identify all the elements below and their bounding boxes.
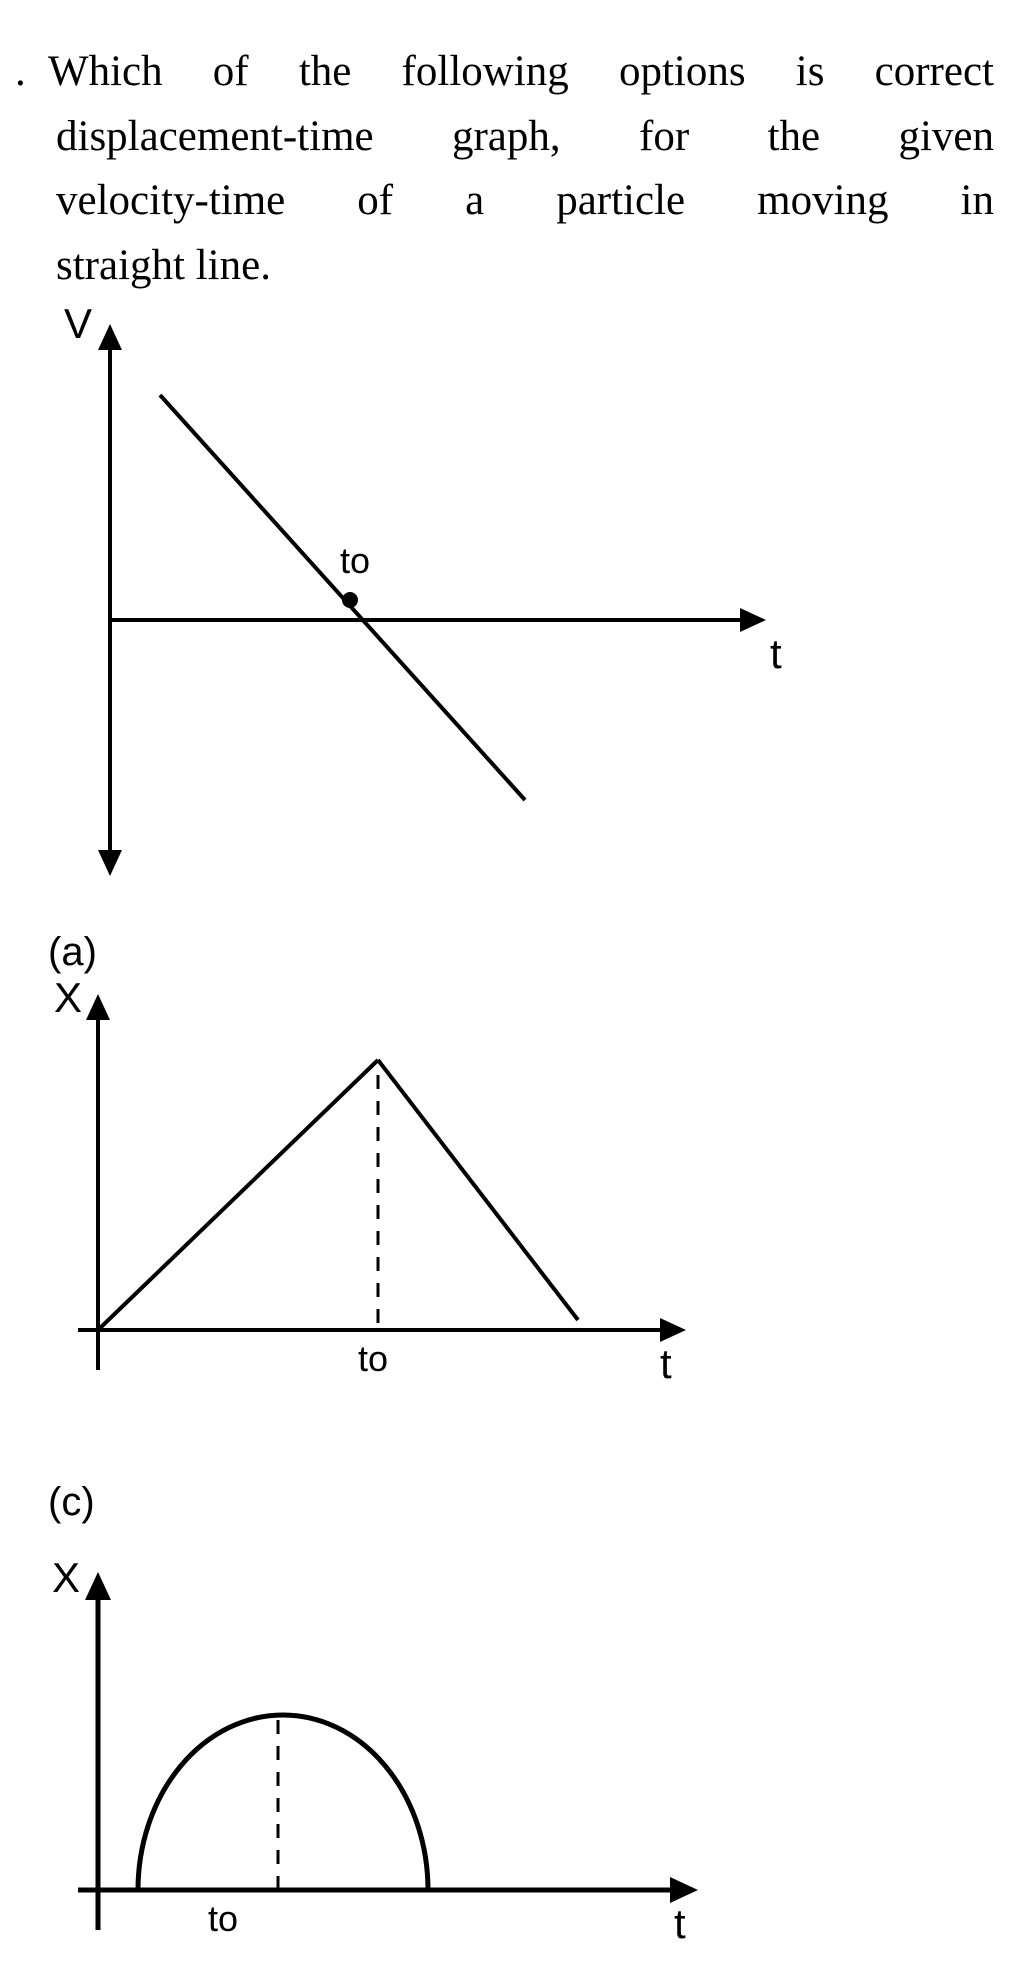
vt-graph: V t to <box>50 310 810 890</box>
vt-graph-svg <box>50 310 810 890</box>
question-text: .Which of the following options is corre… <box>20 40 994 298</box>
option-a-x-label: t <box>660 1340 672 1388</box>
question-line-4: straight line. <box>20 234 994 299</box>
option-c-graph: X t to <box>48 1560 738 1960</box>
option-c-y-label: X <box>52 1554 80 1602</box>
option-c-svg <box>48 1560 738 1960</box>
vt-x-label: t <box>770 630 782 678</box>
vt-y-label: V <box>64 300 92 348</box>
question-line-2: displacement-time graph, for the given <box>20 105 994 170</box>
option-c-label: (c) <box>48 1480 95 1525</box>
question-line-1: .Which of the following options is corre… <box>20 40 994 105</box>
option-a-point-label: to <box>358 1338 388 1380</box>
option-a-svg <box>48 980 728 1390</box>
option-a-graph: X t to <box>48 980 728 1390</box>
option-c-x-label: t <box>674 1900 686 1948</box>
question-line-3: velocity-time of a particle moving in <box>20 169 994 234</box>
option-a-y-label: X <box>54 974 82 1022</box>
question-number: . <box>15 40 26 105</box>
vt-point-label: to <box>340 540 370 582</box>
option-c-point-label: to <box>208 1898 238 1940</box>
option-a-label: (a) <box>48 930 97 975</box>
